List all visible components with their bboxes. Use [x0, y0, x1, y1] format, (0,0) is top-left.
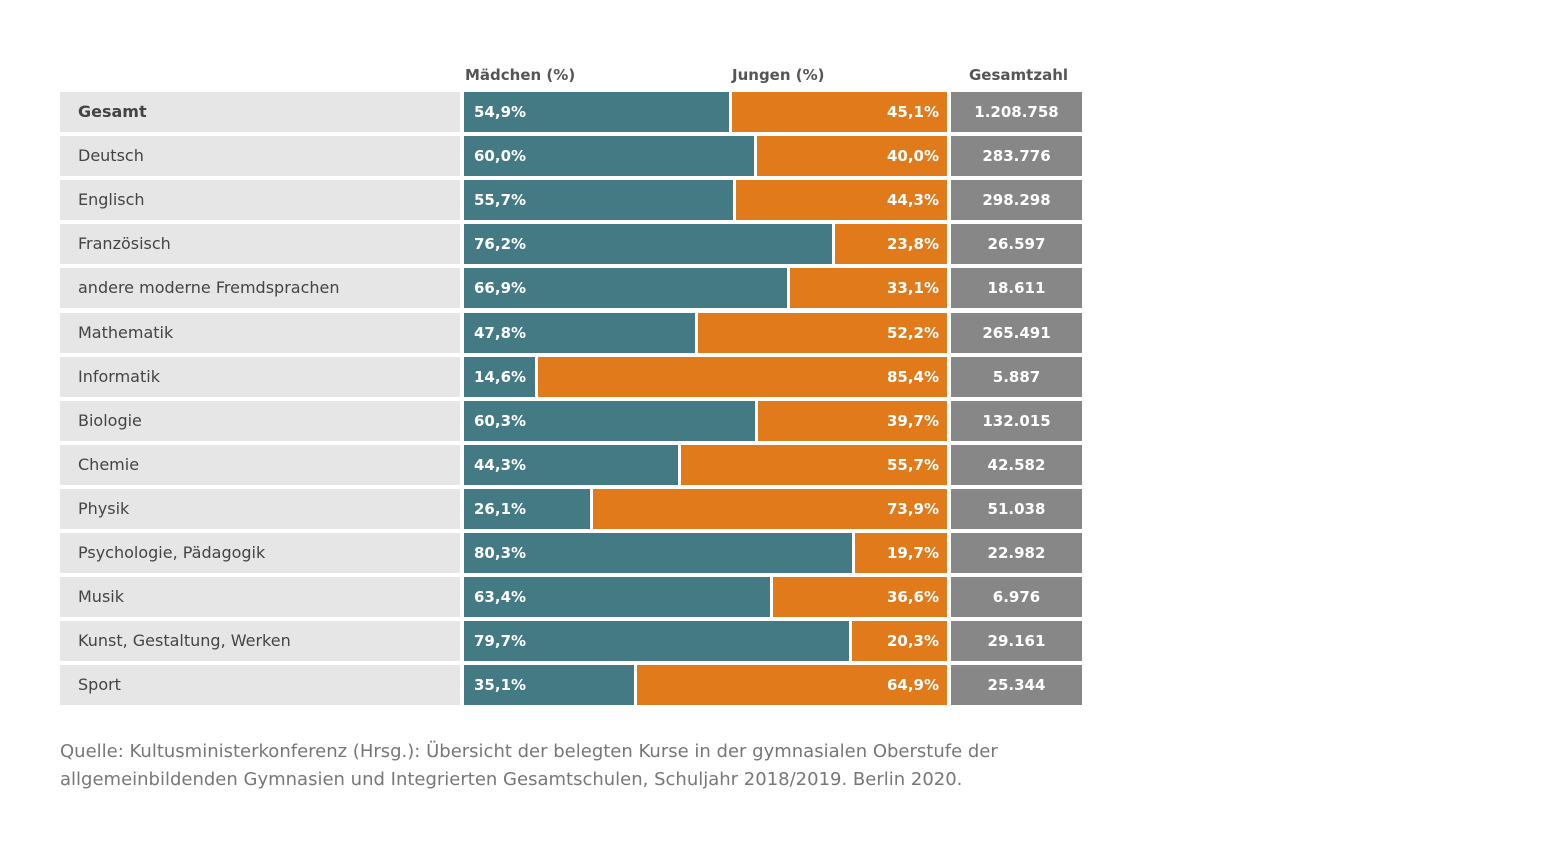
category-label: Englisch: [60, 180, 460, 221]
total-value: 29.161: [951, 621, 1082, 662]
category-label: Biologie: [60, 400, 460, 441]
category-label: Chemie: [60, 444, 460, 485]
bar-girls: 60,0%: [464, 136, 754, 177]
total-value: 1.208.758: [951, 92, 1082, 132]
bar-girls: 76,2%: [464, 224, 832, 265]
total-value: 5.887: [951, 356, 1082, 397]
bar-girls: 63,4%: [464, 577, 770, 618]
chart-row: Mathematik 47,8% 52,2% 265.491: [60, 312, 1082, 353]
bar-girls: 80,3%: [464, 533, 852, 573]
category-label: Gesamt: [60, 92, 460, 132]
bar-girls: 26,1%: [464, 488, 590, 529]
category-label: Physik: [60, 488, 460, 529]
bar-girls: 35,1%: [464, 665, 634, 706]
chart-row: Musik 63,4% 36,6% 6.976: [60, 577, 1082, 618]
bar-boys: 40,0%: [757, 136, 947, 177]
chart-row: Chemie 44,3% 55,7% 42.582: [60, 444, 1082, 485]
bar-boys: 44,3%: [736, 180, 947, 221]
total-value: 298.298: [951, 180, 1082, 221]
category-label: Sport: [60, 665, 460, 706]
chart-row: Psychologie, Pädagogik 80,3% 19,7% 22.982: [60, 533, 1082, 573]
source-note: Quelle: Kultusministerkonferenz (Hrsg.):…: [60, 741, 998, 790]
bar-girls: 55,7%: [464, 180, 733, 221]
header-total: Gesamtzahl: [969, 66, 1069, 84]
bar-boys: 55,7%: [681, 444, 947, 485]
chart-row: andere moderne Fremdsprachen 66,9% 33,1% 18…: [60, 268, 1082, 309]
category-label: Mathematik: [60, 312, 460, 353]
chart-row: Deutsch 60,0% 40,0% 283.776: [60, 136, 1082, 177]
total-value: 132.015: [951, 400, 1082, 441]
category-label: Kunst, Gestaltung, Werken: [60, 621, 460, 662]
total-value: 265.491: [951, 312, 1082, 353]
header-boys: Jungen (%): [732, 66, 825, 84]
chart-row: Sport 35,1% 64,9% 25.344: [60, 665, 1082, 706]
category-label: Psychologie, Pädagogik: [60, 533, 460, 573]
category-label: Französisch: [60, 224, 460, 265]
bar-boys: 36,6%: [773, 577, 947, 618]
bar-boys: 33,1%: [790, 268, 947, 309]
bar-boys: 73,9%: [593, 488, 947, 529]
bar-girls: 66,9%: [464, 268, 787, 309]
bar-boys: 39,7%: [758, 400, 947, 441]
category-label: Musik: [60, 577, 460, 618]
bar-girls: 54,9%: [464, 92, 729, 132]
bar-girls: 14,6%: [464, 356, 535, 397]
total-value: 6.976: [951, 577, 1082, 618]
bar-boys: 85,4%: [538, 356, 947, 397]
bar-girls: 47,8%: [464, 312, 695, 353]
bar-boys: 52,2%: [698, 312, 947, 353]
category-label: andere moderne Fremdsprachen: [60, 268, 460, 309]
chart-row: Französisch 76,2% 23,8% 26.597: [60, 224, 1082, 265]
chart-row: Biologie 60,3% 39,7% 132.015: [60, 400, 1082, 441]
bar-boys: 64,9%: [637, 665, 947, 706]
total-value: 283.776: [951, 136, 1082, 177]
category-label: Deutsch: [60, 136, 460, 177]
category-label: Informatik: [60, 356, 460, 397]
bar-girls: 44,3%: [464, 444, 678, 485]
total-value: 25.344: [951, 665, 1082, 706]
bar-boys: 45,1%: [732, 92, 947, 132]
total-value: 18.611: [951, 268, 1082, 309]
total-value: 26.597: [951, 224, 1082, 265]
bar-girls: 60,3%: [464, 400, 755, 441]
chart-row: Kunst, Gestaltung, Werken 79,7% 20,3% 29.16…: [60, 621, 1082, 662]
bar-boys: 23,8%: [835, 224, 947, 265]
chart-row: Englisch 55,7% 44,3% 298.298: [60, 180, 1082, 221]
header-girls: Mädchen (%): [465, 66, 576, 84]
total-value: 22.982: [951, 533, 1082, 573]
bar-boys: 19,7%: [855, 533, 947, 573]
total-value: 42.582: [951, 444, 1082, 485]
bar-girls: 79,7%: [464, 621, 849, 662]
chart-row: Gesamt 54,9% 45,1% 1.208.758: [60, 92, 1082, 132]
total-value: 51.038: [951, 488, 1082, 529]
chart-row: Informatik 14,6% 85,4% 5.887: [60, 356, 1082, 397]
chart-row: Physik 26,1% 73,9% 51.038: [60, 488, 1082, 529]
bar-boys: 20,3%: [852, 621, 947, 662]
